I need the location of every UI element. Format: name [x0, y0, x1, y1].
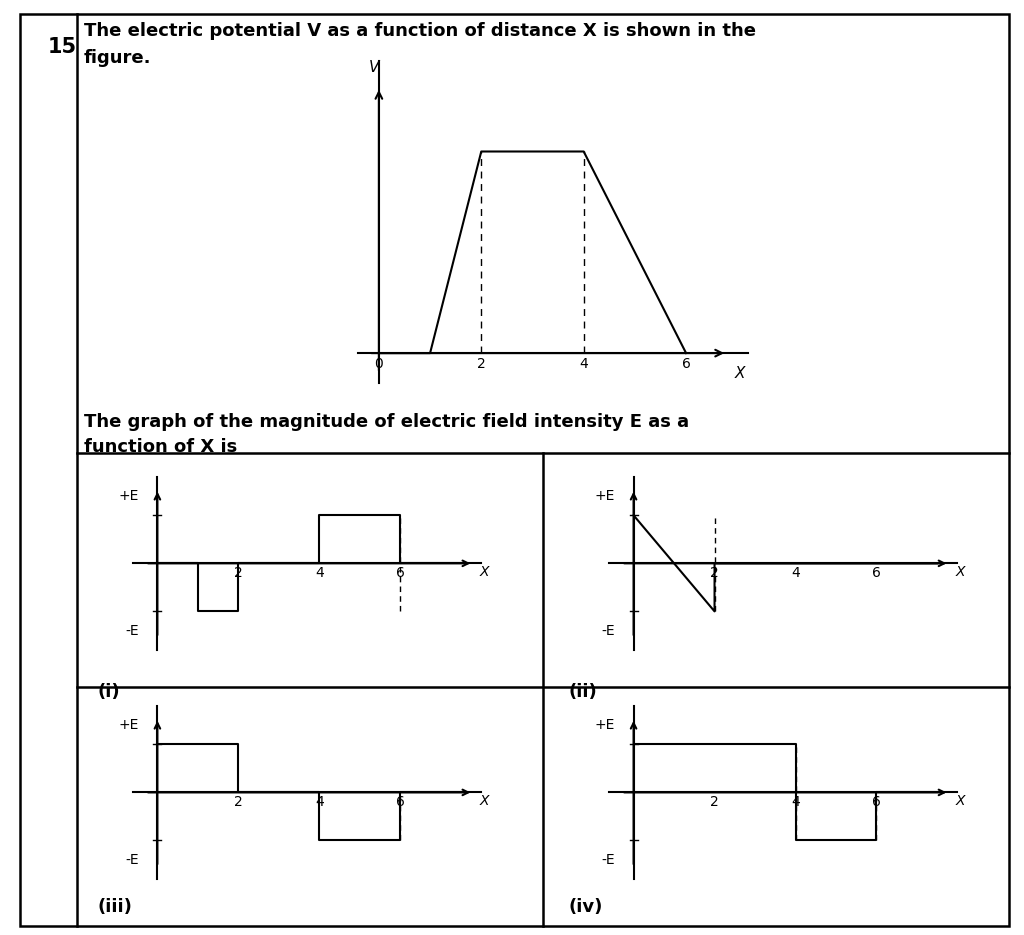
Text: -E: -E: [126, 853, 139, 867]
Text: X: X: [955, 565, 965, 579]
Text: -E: -E: [126, 624, 139, 638]
Text: The graph of the magnitude of electric field intensity E as a: The graph of the magnitude of electric f…: [84, 413, 689, 431]
Text: (iv): (iv): [568, 898, 603, 915]
Text: +E: +E: [119, 718, 139, 732]
Text: X: X: [735, 366, 745, 381]
Text: The electric potential V as a function of distance X is shown in the: The electric potential V as a function o…: [84, 22, 756, 40]
Text: X: X: [955, 794, 965, 808]
Text: V: V: [369, 60, 379, 75]
Text: X: X: [479, 565, 488, 579]
Text: figure.: figure.: [84, 49, 152, 66]
Text: +E: +E: [119, 489, 139, 503]
Text: -E: -E: [602, 624, 615, 638]
Text: function of X is: function of X is: [84, 438, 238, 455]
Text: (i): (i): [97, 683, 120, 700]
Text: (iii): (iii): [97, 898, 132, 915]
Text: -E: -E: [602, 853, 615, 867]
Text: +E: +E: [595, 718, 615, 732]
Text: +E: +E: [595, 489, 615, 503]
Text: (ii): (ii): [568, 683, 597, 700]
Text: 15: 15: [48, 37, 77, 57]
Text: X: X: [479, 794, 488, 808]
